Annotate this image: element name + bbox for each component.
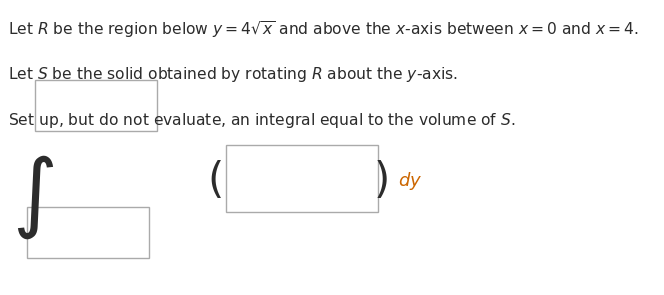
Bar: [35, 80, 157, 131]
Text: ): ): [374, 160, 390, 202]
Text: $dy$: $dy$: [398, 171, 423, 192]
Text: (: (: [208, 160, 224, 202]
Text: $\int$: $\int$: [12, 154, 54, 242]
Text: Let $R$ be the region below $y{=}4\sqrt{x}$ and above the $x$-axis between $x{=}: Let $R$ be the region below $y{=}4\sqrt{…: [8, 19, 639, 40]
Bar: [226, 145, 378, 212]
Text: Let $S$ be the solid obtained by rotating $R$ about the $y$-axis.: Let $S$ be the solid obtained by rotatin…: [8, 65, 458, 84]
Bar: [27, 206, 149, 258]
Text: Set up, but do not evaluate, an integral equal to the volume of $S$.: Set up, but do not evaluate, an integral…: [8, 111, 515, 130]
